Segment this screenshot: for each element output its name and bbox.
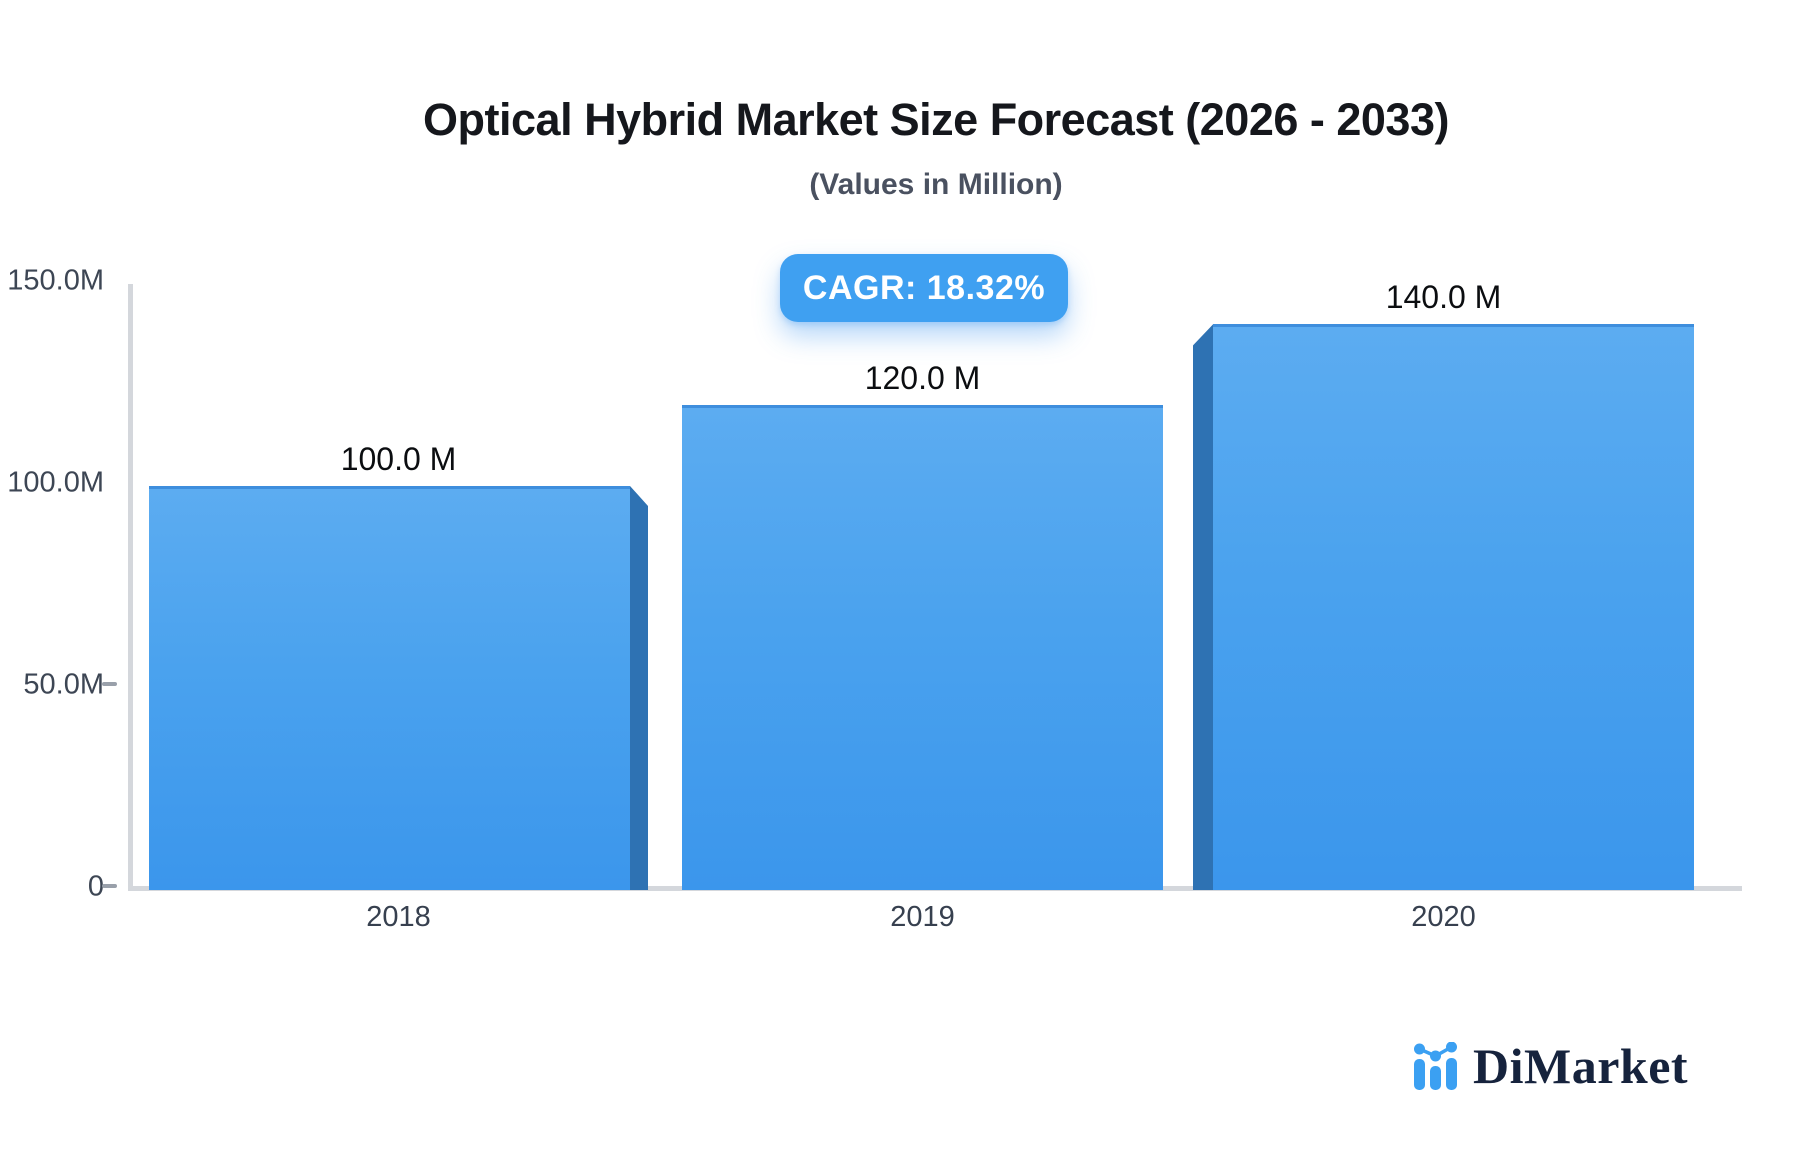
y-tick-label-50.0M: 50.0M	[23, 668, 104, 701]
x-tick-label-2018: 2018	[366, 901, 431, 933]
bar-side-shade-2018	[630, 486, 648, 890]
bar-2020[interactable]	[1193, 324, 1694, 890]
y-axis-line	[128, 284, 133, 891]
y-tick-dash-50.0M	[102, 682, 117, 686]
bar-value-label-2019: 120.0 M	[864, 360, 981, 397]
bar-value-label-2018: 100.0 M	[340, 441, 457, 477]
x-tick-label-2019: 2019	[890, 901, 955, 933]
cagr-badge-label: CAGR: 18.32%	[802, 268, 1046, 307]
bar-value-label-2020: 140.0 M	[1385, 279, 1502, 316]
bar-face-2020	[1213, 324, 1694, 890]
bar-face-2019	[682, 405, 1163, 890]
brand-logo: DiMarket	[1413, 1038, 1689, 1094]
chart-subtitle: (Values in Million)	[809, 168, 1063, 201]
bar-side-shade-2020	[1193, 324, 1213, 890]
x-tick-label-2020: 2020	[1411, 901, 1476, 933]
chart-title: Optical Hybrid Market Size Forecast (202…	[423, 94, 1449, 145]
bar-2019[interactable]	[682, 405, 1163, 890]
y-tick-label-100.0M: 100.0M	[7, 466, 104, 499]
y-tick-label-150.0M: 150.0M	[7, 264, 104, 297]
brand-logo-text: DiMarket	[1473, 1038, 1689, 1094]
bar-face-2018	[149, 486, 630, 890]
cagr-badge: CAGR: 18.32%	[780, 254, 1068, 322]
y-tick-dash-0	[102, 884, 117, 888]
y-tick-label-0: 0	[87, 870, 104, 903]
bar-line-chart-icon	[1414, 1042, 1457, 1090]
bar-2018[interactable]	[149, 486, 648, 890]
